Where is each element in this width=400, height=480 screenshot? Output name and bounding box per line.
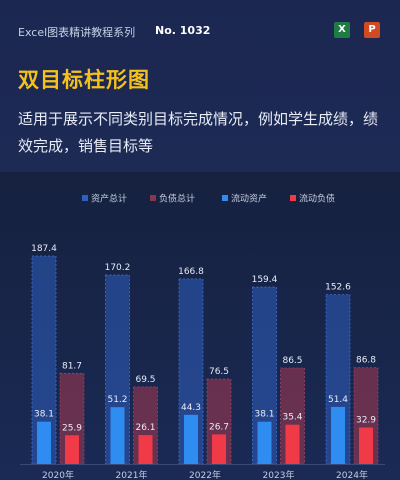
data-label-total-assets: 187.4 bbox=[31, 244, 57, 254]
x-tick-label: 2022年 bbox=[189, 469, 221, 480]
data-label-total-assets: 159.4 bbox=[252, 275, 278, 285]
data-label-total-assets: 166.8 bbox=[178, 267, 204, 277]
x-tick-label: 2021年 bbox=[116, 469, 148, 480]
data-label-total-assets: 152.6 bbox=[325, 283, 351, 293]
legend-swatch bbox=[290, 195, 296, 201]
data-label-total-liabilities: 86.8 bbox=[356, 356, 376, 366]
bar-current-assets bbox=[37, 421, 51, 464]
dual-target-bar-chart: 资产总计 负债总计 流动资产 流动负债 187.4 81.7 38.1 25.9 2020年 17… bbox=[20, 193, 385, 480]
data-label-current-liabilities: 26.7 bbox=[209, 422, 229, 432]
bar-current-assets bbox=[184, 414, 198, 464]
page-title: 双目标柱形图 bbox=[18, 68, 150, 92]
bar-current-liabilities bbox=[212, 434, 226, 464]
legend-swatch bbox=[82, 195, 88, 201]
bar-current-assets bbox=[110, 407, 125, 464]
legend-item[interactable]: 资产总计 bbox=[82, 193, 127, 205]
data-label-total-assets: 170.2 bbox=[105, 263, 131, 273]
data-label-current-assets: 38.1 bbox=[254, 410, 274, 420]
legend-item[interactable]: 流动资产 bbox=[222, 193, 267, 205]
legend-item[interactable]: 负债总计 bbox=[150, 193, 195, 205]
data-label-total-liabilities: 81.7 bbox=[62, 361, 82, 371]
x-tick-label: 2024年 bbox=[336, 469, 368, 480]
excel-icon: X bbox=[334, 22, 350, 38]
bar-current-liabilities bbox=[65, 435, 79, 464]
bar-current-liabilities bbox=[138, 435, 153, 464]
data-label-current-assets: 51.4 bbox=[328, 395, 348, 405]
data-label-current-liabilities: 35.4 bbox=[282, 413, 302, 423]
data-label-current-assets: 38.1 bbox=[34, 410, 54, 420]
legend-swatch bbox=[150, 195, 156, 201]
chart-area: 资产总计 负债总计 流动资产 流动负债 187.4 81.7 38.1 25.9 2020年 17… bbox=[0, 172, 400, 480]
page-subtitle: 适用于展示不同类别目标完成情况，例如学生成绩，绩效完成，销售目标等 bbox=[18, 110, 379, 155]
powerpoint-icon: P bbox=[364, 22, 380, 38]
x-tick-label: 2020年 bbox=[42, 469, 74, 480]
data-label-current-liabilities: 25.9 bbox=[62, 423, 82, 433]
data-label-current-assets: 44.3 bbox=[181, 403, 201, 413]
data-label-current-assets: 51.2 bbox=[107, 395, 127, 405]
data-label-current-liabilities: 26.1 bbox=[135, 423, 155, 433]
legend-swatch bbox=[222, 195, 228, 201]
legend-label: 负债总计 bbox=[159, 193, 195, 205]
bar-current-assets bbox=[331, 406, 345, 464]
legend-label: 流动负债 bbox=[299, 193, 335, 205]
data-label-total-liabilities: 76.5 bbox=[209, 367, 229, 377]
legend-label: 资产总计 bbox=[91, 193, 127, 205]
issue-number: No. 1032 bbox=[155, 24, 211, 37]
bar-current-liabilities bbox=[359, 427, 373, 464]
legend-item[interactable]: 流动负债 bbox=[290, 193, 335, 205]
legend-label: 流动资产 bbox=[231, 193, 267, 205]
bar-current-assets bbox=[257, 421, 272, 464]
x-tick-label: 2023年 bbox=[263, 469, 295, 480]
series-name: Excel图表精讲教程系列 bbox=[18, 26, 136, 39]
header: Excel图表精讲教程系列 No. 1032 X P 双目标柱形图 适用于展示不… bbox=[0, 0, 400, 172]
data-label-current-liabilities: 32.9 bbox=[356, 415, 376, 425]
bar-current-liabilities bbox=[285, 424, 300, 464]
data-label-total-liabilities: 86.5 bbox=[282, 356, 302, 366]
data-label-total-liabilities: 69.5 bbox=[135, 375, 155, 385]
